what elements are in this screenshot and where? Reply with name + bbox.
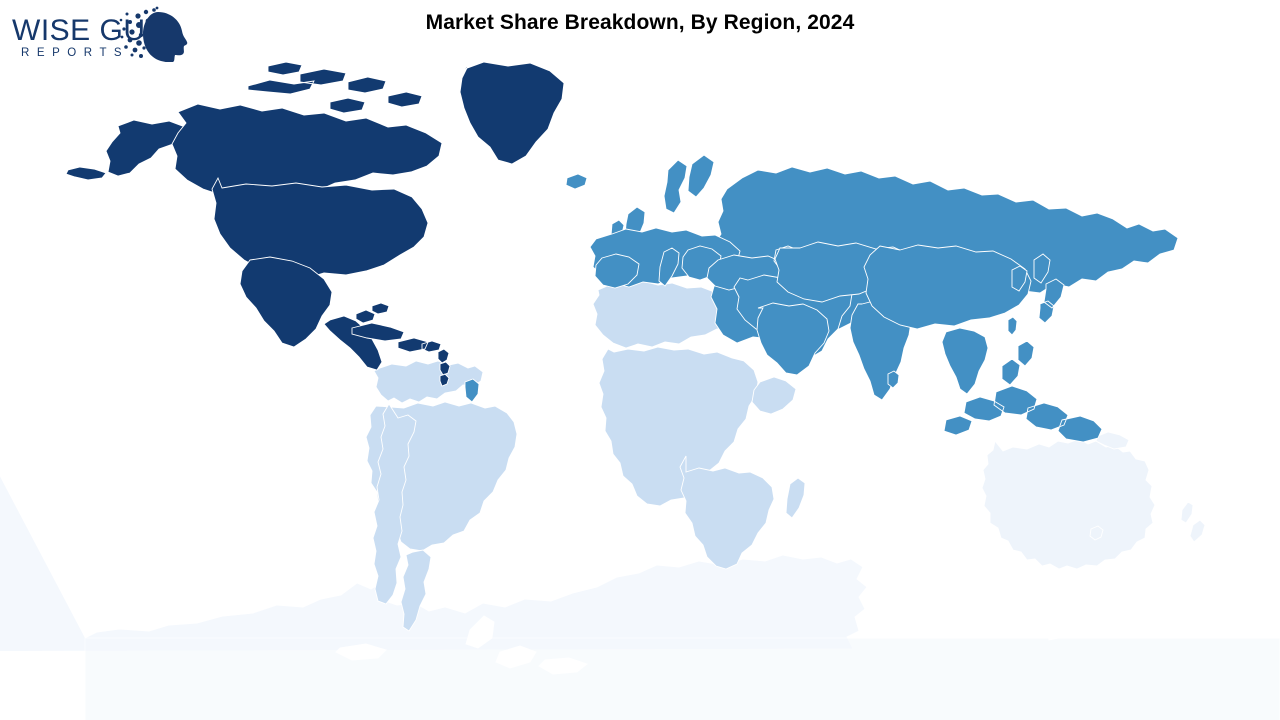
logo-dots-icon — [119, 6, 159, 58]
region-oceania — [982, 432, 1205, 569]
head-profile-icon — [119, 6, 188, 62]
region-south-america — [366, 361, 517, 631]
region-north-america — [66, 62, 564, 386]
logo-svg: WISE GUY R E P O R T S — [12, 6, 188, 62]
region-europe-asia — [465, 155, 1178, 442]
logo-wordmark-secondary: R E P O R T S — [21, 47, 124, 59]
map-svg — [0, 52, 1280, 720]
world-choropleth-map — [0, 52, 1280, 720]
wise-guy-reports-logo: WISE GUY R E P O R T S — [8, 6, 196, 62]
chart-title: Market Share Breakdown, By Region, 2024 — [425, 11, 855, 34]
region-antarctica — [0, 476, 1280, 720]
